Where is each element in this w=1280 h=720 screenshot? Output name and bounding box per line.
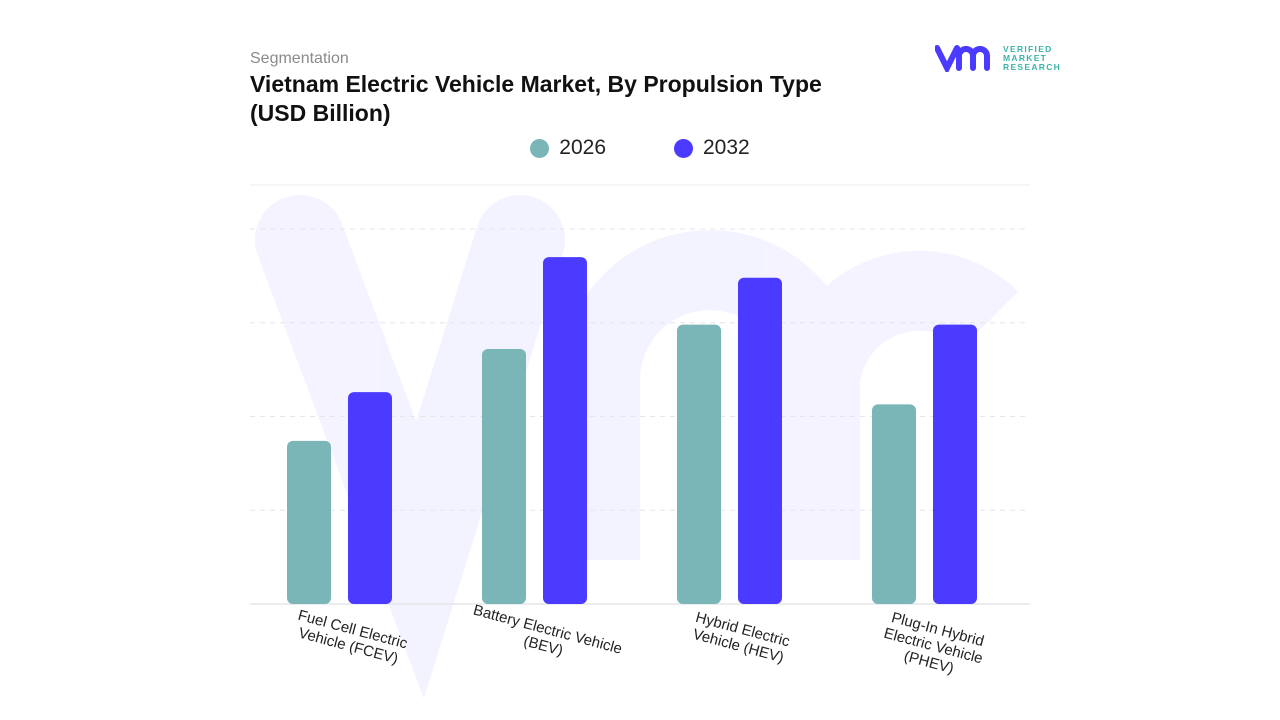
- chart-title: Vietnam Electric Vehicle Market, By Prop…: [250, 71, 822, 126]
- watermark: [255, 195, 1019, 699]
- bar-2026-1[interactable]: [482, 349, 526, 604]
- segmentation-label: Segmentation: [250, 50, 349, 67]
- bar-2032-2[interactable]: [738, 277, 782, 604]
- bar-2026-2[interactable]: [677, 324, 721, 604]
- legend-item-2026[interactable]: 2026: [530, 136, 606, 160]
- vmr-logo-icon: [935, 45, 990, 72]
- legend-swatch-2032: [674, 138, 693, 158]
- legend-label: 2026: [559, 136, 606, 159]
- x-tick-label: Plug-In HybridElectric Vehicle(PHEV): [878, 608, 989, 684]
- logo-text-line: MARKET: [1003, 52, 1048, 63]
- x-tick-label: Fuel Cell ElectricVehicle (FCEV): [292, 607, 410, 669]
- x-tick-label: Battery Electric Vehicle(BEV): [467, 602, 624, 675]
- vmr-logo: VERIFIED MARKET RESEARCH: [935, 44, 1061, 72]
- bar-2026-3[interactable]: [872, 404, 916, 604]
- legend-swatch-2026: [530, 138, 550, 158]
- legend: 2026 2032: [0, 136, 1280, 160]
- bar-2032-0[interactable]: [348, 392, 392, 604]
- logo-text-line: VERIFIED: [1003, 43, 1053, 54]
- bar-2032-3[interactable]: [933, 324, 977, 604]
- legend-label: 2032: [703, 136, 750, 159]
- legend-item-2032[interactable]: 2032: [674, 136, 750, 160]
- bar-2032-1[interactable]: [543, 257, 587, 604]
- logo-text-line: RESEARCH: [1003, 61, 1062, 72]
- x-tick-label: Hybrid ElectricVehicle (HEV): [689, 609, 792, 667]
- bar-2026-0[interactable]: [287, 440, 331, 604]
